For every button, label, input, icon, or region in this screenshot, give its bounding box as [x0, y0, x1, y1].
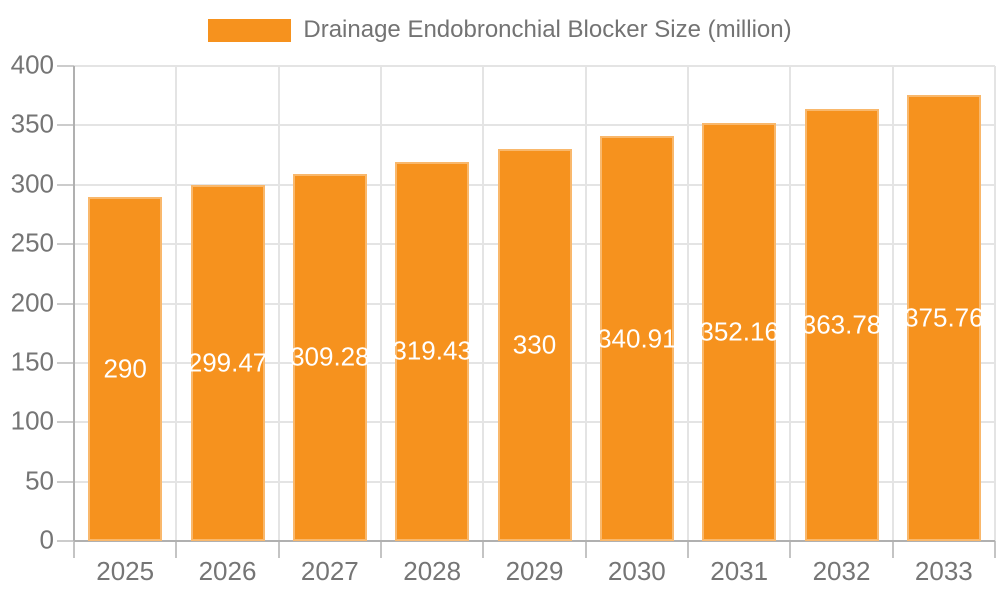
y-tick-label-200: 200	[10, 286, 54, 317]
x-tick-label-2026: 2026	[198, 556, 257, 586]
gridline-x-5	[584, 66, 587, 541]
bar-2033[interactable]: 375.76	[904, 94, 984, 541]
legend[interactable]: Drainage Endobronchial Blocker Size (mil…	[0, 16, 1000, 44]
x-tick-4	[482, 541, 485, 558]
y-tick-150	[57, 361, 74, 364]
gridline-x-4	[482, 66, 485, 541]
y-axis-line	[73, 66, 75, 541]
y-tick-400	[57, 65, 74, 67]
bar-2028[interactable]: 319.43	[392, 161, 472, 541]
y-tick-0	[57, 540, 74, 542]
y-tick-300	[57, 183, 74, 186]
bar-value-label-2032: 363.78	[801, 309, 882, 340]
x-tick-1	[175, 541, 178, 558]
x-tick-3	[380, 541, 382, 558]
bar-value-label-2025: 290	[103, 353, 147, 384]
gridline-x-1	[175, 66, 178, 541]
y-tick-label-350: 350	[10, 108, 54, 139]
gridline-y-350	[74, 124, 995, 127]
bar-value-label-2029: 330	[512, 329, 557, 360]
y-tick-50	[57, 480, 74, 483]
bar-2031[interactable]: 352.16	[699, 122, 779, 541]
y-tick-label-400: 400	[10, 49, 54, 80]
x-tick-label-2027: 2027	[300, 556, 359, 586]
x-tick-label-2025: 2025	[96, 556, 155, 586]
gridline-x-9	[994, 66, 996, 541]
legend-swatch	[208, 18, 292, 42]
x-tick-5	[584, 541, 587, 558]
x-tick-label-2033: 2033	[914, 556, 973, 586]
x-tick-6	[687, 541, 689, 558]
y-tick-200	[57, 302, 74, 305]
bar-2026[interactable]: 299.47	[187, 185, 268, 541]
y-tick-label-300: 300	[10, 168, 54, 199]
y-tick-350	[57, 124, 74, 127]
bar-value-label-2033: 375.76	[904, 302, 984, 333]
y-tick-250	[57, 243, 74, 246]
bar-value-label-2028: 319.43	[392, 335, 472, 366]
bar-2025[interactable]: 290	[88, 196, 163, 541]
gridline-x-3	[380, 66, 382, 541]
bar-2027[interactable]: 309.28	[290, 173, 370, 541]
x-tick-label-2032: 2032	[812, 556, 871, 586]
bar-value-label-2030: 340.91	[597, 323, 677, 354]
legend-label: Drainage Endobronchial Blocker Size (mil…	[303, 16, 792, 43]
gridline-x-8	[891, 66, 894, 541]
y-tick-label-250: 250	[10, 227, 54, 258]
gridline-x-2	[277, 66, 280, 541]
y-tick-100	[57, 421, 74, 424]
x-tick-0	[73, 541, 75, 558]
bar-2030[interactable]: 340.91	[597, 136, 677, 541]
bar-value-label-2027: 309.28	[290, 341, 370, 372]
x-tick-9	[994, 541, 996, 558]
bar-2029[interactable]: 330	[497, 149, 572, 541]
x-tick-8	[891, 541, 894, 558]
gridline-x-6	[687, 66, 689, 541]
x-axis-line	[74, 540, 995, 542]
bar-value-label-2031: 352.16	[699, 316, 779, 347]
y-tick-label-100: 100	[10, 405, 54, 436]
y-tick-label-150: 150	[10, 346, 54, 377]
x-tick-label-2031: 2031	[710, 556, 769, 586]
x-tick-7	[789, 541, 792, 558]
bar-2032[interactable]: 363.78	[801, 109, 882, 541]
x-tick-2	[277, 541, 280, 558]
x-tick-label-2028: 2028	[403, 556, 462, 586]
x-tick-label-2030: 2030	[607, 556, 666, 586]
gridline-x-7	[789, 66, 792, 541]
y-tick-label-0: 0	[39, 524, 54, 555]
y-tick-label-50: 50	[25, 464, 54, 495]
bar-value-label-2026: 299.47	[187, 347, 268, 378]
gridline-y-400	[74, 65, 995, 67]
x-tick-label-2029: 2029	[505, 556, 564, 586]
